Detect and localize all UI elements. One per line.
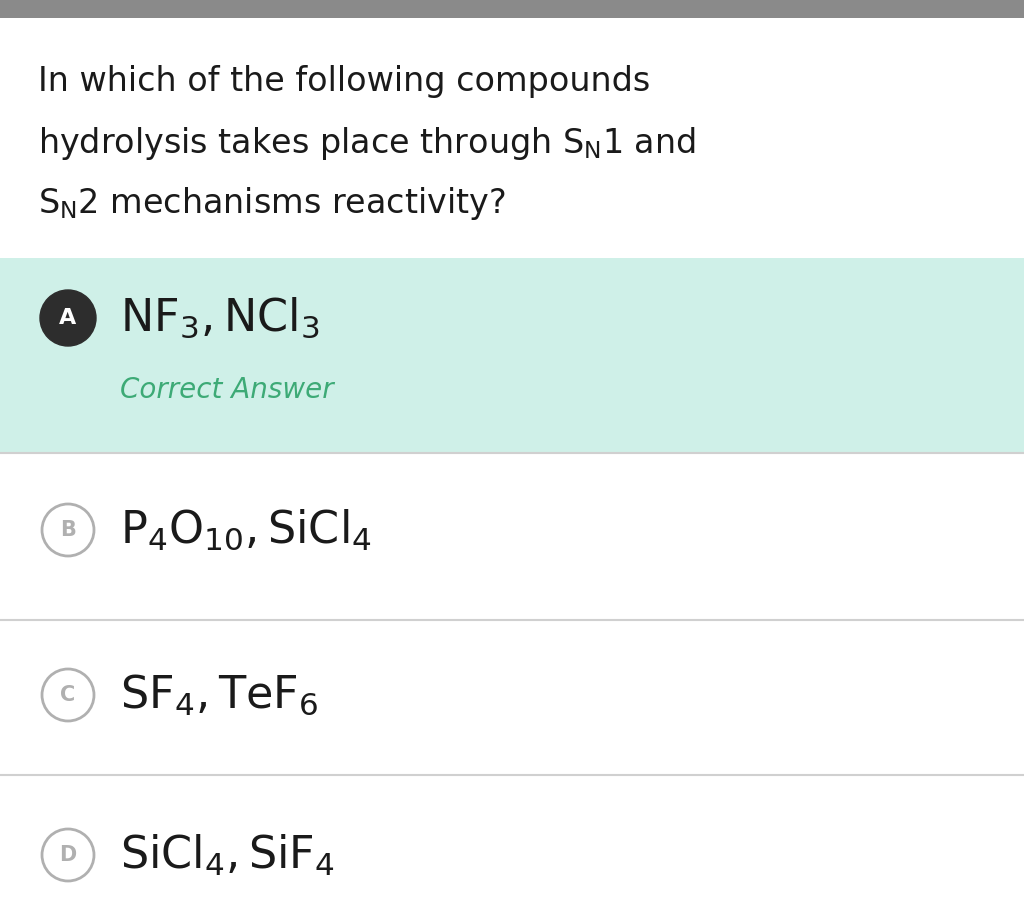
Text: C: C: [60, 685, 76, 705]
Text: In which of the following compounds: In which of the following compounds: [38, 65, 650, 98]
Text: $\mathregular{S_N}$2 mechanisms reactivity?: $\mathregular{S_N}$2 mechanisms reactivi…: [38, 185, 506, 222]
Circle shape: [40, 290, 96, 346]
Text: $\mathregular{SiCl_4, SiF_4}$: $\mathregular{SiCl_4, SiF_4}$: [120, 833, 335, 878]
Text: hydrolysis takes place through $\mathregular{S_N}$1 and: hydrolysis takes place through $\mathreg…: [38, 125, 696, 162]
Text: B: B: [60, 520, 76, 540]
FancyBboxPatch shape: [0, 0, 1024, 18]
Text: $\mathregular{P_4O_{10}, SiCl_4}$: $\mathregular{P_4O_{10}, SiCl_4}$: [120, 508, 372, 552]
Text: D: D: [59, 845, 77, 865]
Text: $\mathregular{SF_4, TeF_6}$: $\mathregular{SF_4, TeF_6}$: [120, 673, 318, 717]
Text: A: A: [59, 308, 77, 328]
Text: Correct Answer: Correct Answer: [120, 376, 334, 404]
FancyBboxPatch shape: [0, 258, 1024, 453]
Text: $\mathregular{NF_3, NCl_3}$: $\mathregular{NF_3, NCl_3}$: [120, 295, 319, 341]
